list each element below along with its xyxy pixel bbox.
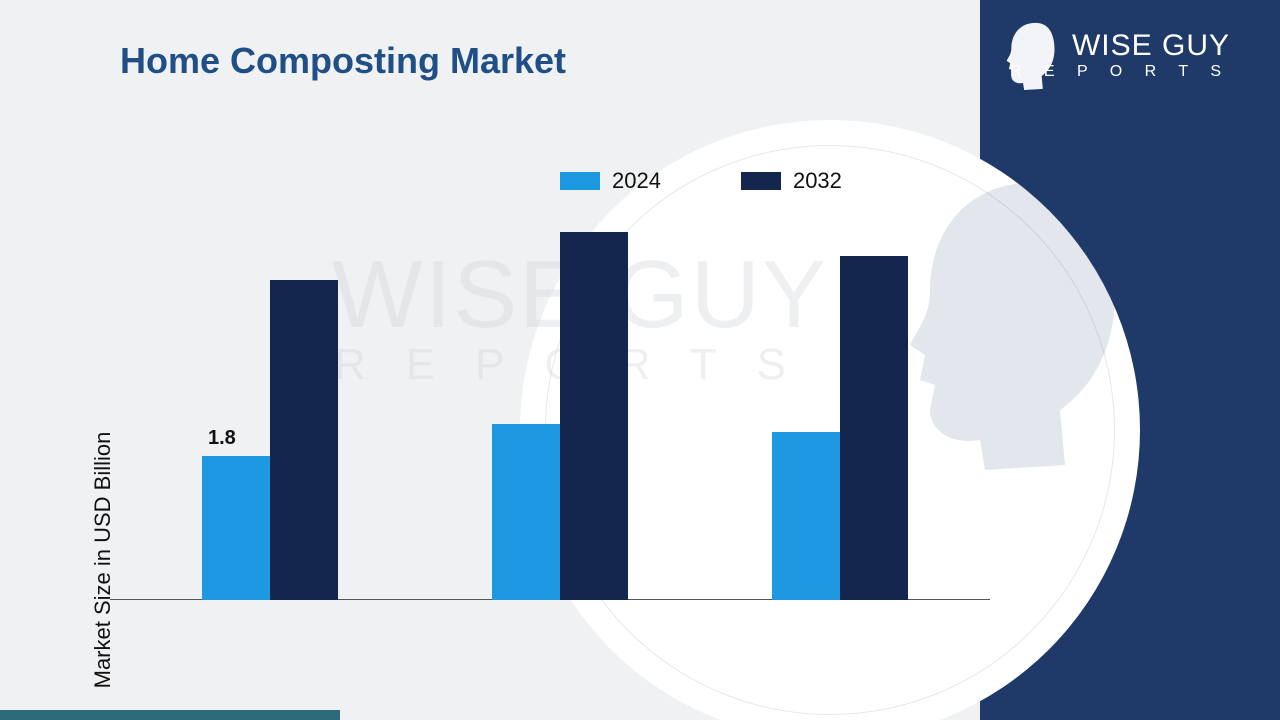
bar-2032 — [840, 256, 908, 600]
legend-item-2032: 2032 — [741, 168, 842, 194]
legend-label-2032: 2032 — [793, 168, 842, 194]
bar-value-label: 1.8 — [208, 427, 236, 450]
bar-pair — [470, 200, 650, 600]
bottom-accent-bar — [0, 710, 340, 720]
bar-2032 — [270, 280, 338, 600]
legend-label-2024: 2024 — [612, 168, 661, 194]
chart-title: Home Composting Market — [120, 40, 566, 82]
legend-swatch-2032 — [741, 172, 781, 190]
legend: 2024 2032 — [560, 168, 842, 194]
bar-2032 — [560, 232, 628, 600]
bar-pair — [750, 200, 930, 600]
brand-head-icon — [995, 20, 1065, 90]
stage: WISE GUY REPORTS Home Composting Market … — [0, 0, 1280, 720]
legend-item-2024: 2024 — [560, 168, 661, 194]
bar-2024 — [202, 456, 270, 600]
legend-swatch-2024 — [560, 172, 600, 190]
bar-2024 — [492, 424, 560, 600]
chart-plot: 1.8aerobic compostinganaerobic compostin… — [110, 200, 990, 600]
bar-2024 — [772, 432, 840, 600]
bar-pair — [180, 200, 360, 600]
